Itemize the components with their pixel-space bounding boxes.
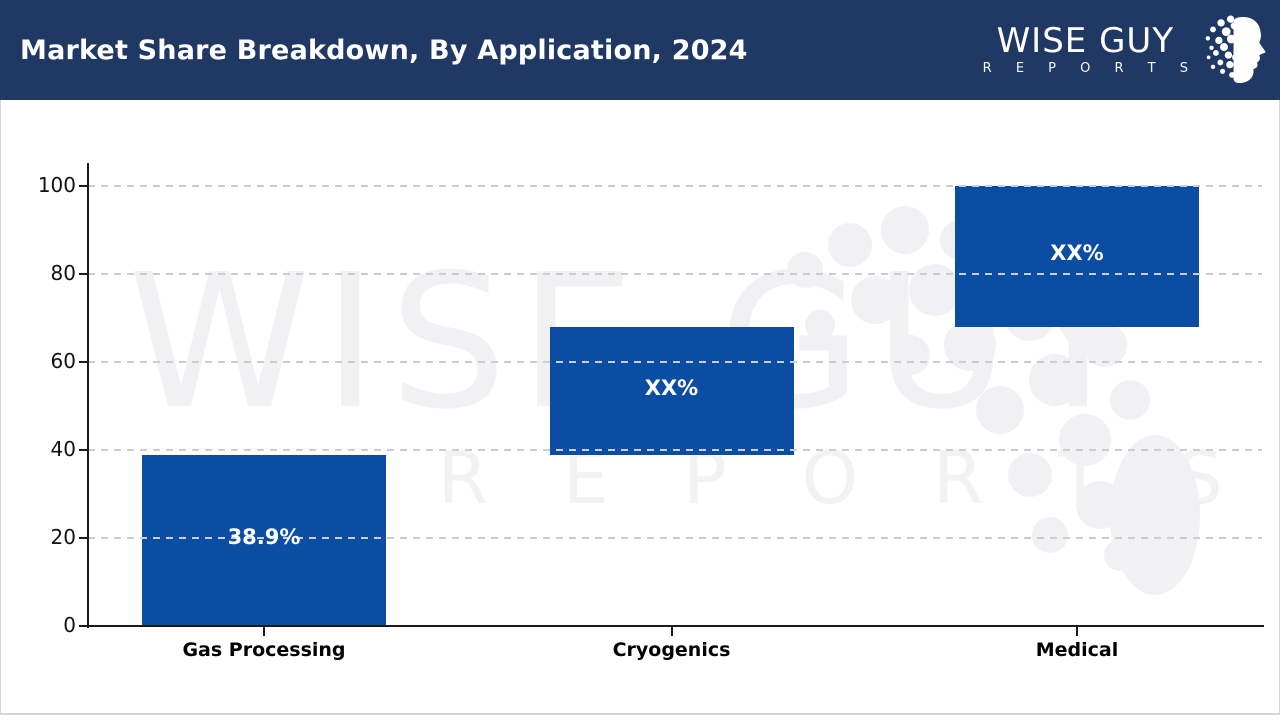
y-tick-80 <box>79 273 88 275</box>
x-axis-line <box>87 625 1264 627</box>
wise-guy-reports-logo: WISE GUY R E P O R T S <box>973 6 1268 94</box>
gridline-100 <box>88 185 1262 187</box>
x-category-label: Cryogenics <box>612 639 731 661</box>
bar-value-label: XX% <box>1050 241 1104 266</box>
x-tick-2 <box>1076 627 1078 636</box>
bar-cryogenics <box>549 326 794 455</box>
logo-wordmark: WISE GUY <box>996 20 1175 61</box>
y-tick-label: 100 <box>37 173 76 197</box>
gridline-60 <box>88 361 1262 363</box>
x-category-label: Gas Processing <box>182 639 346 661</box>
bar-value-label: 38.9% <box>227 525 301 550</box>
logo-subtitle: R E P O R T S <box>982 61 1198 77</box>
y-tick-label: 40 <box>50 437 76 461</box>
gridline-80 <box>88 273 1262 275</box>
bar-value-label: XX% <box>644 375 699 400</box>
gridline-40 <box>88 449 1262 451</box>
logo-face-icon <box>1205 15 1266 83</box>
y-tick-label: 0 <box>63 613 76 637</box>
y-tick-label: 60 <box>50 349 76 373</box>
bar-medical <box>955 186 1199 327</box>
page-title: Market Share Breakdown, By Application, … <box>20 34 748 66</box>
logo-text: WISE GUY R E P O R T S <box>973 20 1198 77</box>
header-bar: Market Share Breakdown, By Application, … <box>0 0 1280 100</box>
y-tick-label: 80 <box>50 261 76 285</box>
x-category-label: Medical <box>1035 639 1119 661</box>
y-axis-line <box>87 163 89 628</box>
y-tick-0 <box>79 625 88 627</box>
gridline-20 <box>88 537 1262 539</box>
y-tick-60 <box>79 361 88 363</box>
x-tick-0 <box>263 627 265 636</box>
y-tick-100 <box>79 185 88 187</box>
bar-gas-processing <box>142 454 386 626</box>
y-tick-label: 20 <box>50 525 76 549</box>
y-tick-40 <box>79 449 88 451</box>
x-tick-1 <box>670 627 673 636</box>
y-tick-20 <box>79 537 88 539</box>
